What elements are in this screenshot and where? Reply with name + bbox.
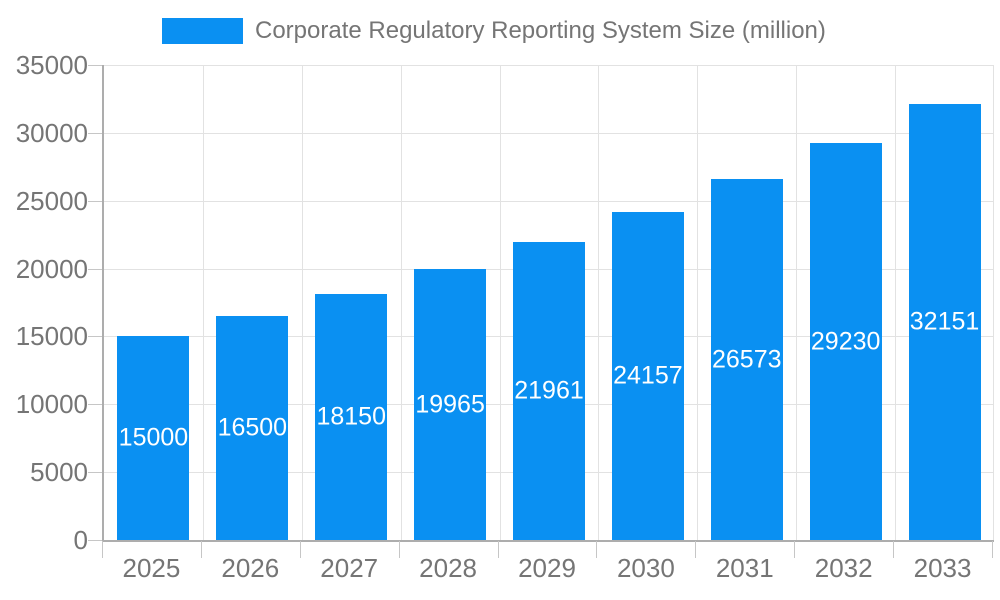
- bar-value-label: 16500: [217, 413, 288, 442]
- gridline-vertical: [302, 65, 303, 540]
- x-tick-label: 2033: [913, 553, 972, 583]
- bar-value-label: 19965: [415, 390, 485, 419]
- legend[interactable]: Corporate Regulatory Reporting System Si…: [162, 17, 826, 45]
- y-tick-label: 5000: [30, 457, 88, 488]
- bar[interactable]: 15000: [117, 336, 190, 540]
- gridline-horizontal: [104, 65, 994, 66]
- y-tick-label: 0: [73, 525, 88, 555]
- gridline-vertical: [895, 65, 896, 540]
- x-tick-mark: [794, 541, 795, 558]
- gridline-vertical: [697, 65, 698, 540]
- legend-label: Corporate Regulatory Reporting System Si…: [255, 17, 826, 44]
- bar-value-label: 15000: [118, 423, 189, 452]
- bar[interactable]: 16500: [216, 316, 289, 540]
- y-tick-mark: [88, 65, 102, 66]
- gridline-vertical: [993, 65, 994, 540]
- x-tick-label: 2031: [715, 553, 774, 583]
- bar[interactable]: 29230: [809, 143, 882, 540]
- bar-value-label: 24157: [613, 361, 683, 390]
- x-tick-mark: [399, 541, 400, 558]
- plot-area: 15000 16500 18150 19965 21961 24157 26573 29230…: [102, 65, 994, 542]
- x-tick-label: 2026: [221, 553, 280, 583]
- x-tick-label: 2025: [122, 553, 181, 583]
- x-tick-label: 2028: [419, 553, 478, 583]
- x-tick-mark: [300, 541, 301, 558]
- y-tick-mark: [88, 404, 102, 406]
- gridline-vertical: [796, 65, 797, 540]
- gridline-horizontal: [104, 200, 994, 202]
- gridline-vertical: [598, 65, 599, 540]
- x-tick-mark: [893, 541, 894, 558]
- x-tick-mark: [992, 541, 993, 558]
- x-tick-mark: [695, 541, 696, 558]
- y-tick-mark: [88, 540, 102, 541]
- y-tick-mark: [88, 472, 102, 474]
- x-tick-label: 2027: [320, 553, 379, 583]
- bar[interactable]: 19965: [414, 269, 487, 540]
- legend-swatch: [162, 18, 243, 44]
- x-tick-label: 2030: [616, 553, 675, 583]
- bar-value-label: 21961: [514, 376, 584, 405]
- y-tick-mark: [88, 200, 102, 202]
- bar-value-label: 18150: [316, 402, 386, 431]
- y-tick-label: 15000: [15, 321, 88, 352]
- bar-value-label: 26573: [712, 345, 782, 374]
- bar[interactable]: 24157: [611, 212, 684, 540]
- y-tick-mark: [88, 132, 102, 134]
- x-tick-label: 2029: [518, 553, 576, 583]
- x-tick-mark: [596, 541, 597, 558]
- gridline-vertical: [500, 65, 501, 540]
- gridline-horizontal: [104, 132, 994, 134]
- bar[interactable]: 21961: [513, 241, 585, 540]
- bar[interactable]: 32151: [908, 103, 981, 540]
- x-tick-label: 2032: [814, 553, 873, 583]
- x-tick-mark: [201, 541, 202, 558]
- bar[interactable]: 26573: [710, 179, 783, 540]
- y-tick-mark: [88, 268, 102, 270]
- x-tick-mark: [102, 541, 103, 558]
- y-tick-label: 20000: [15, 253, 88, 284]
- y-tick-label: 30000: [15, 117, 88, 148]
- bar-value-label: 29230: [810, 327, 881, 356]
- y-tick-label: 35000: [15, 50, 88, 80]
- gridline-vertical: [401, 65, 402, 540]
- bar[interactable]: 18150: [315, 293, 388, 540]
- x-tick-mark: [498, 541, 499, 558]
- y-tick-mark: [88, 336, 102, 338]
- y-tick-label: 25000: [15, 185, 88, 216]
- bar-value-label: 32151: [909, 307, 980, 336]
- gridline-vertical: [203, 65, 204, 540]
- y-tick-label: 10000: [15, 389, 88, 420]
